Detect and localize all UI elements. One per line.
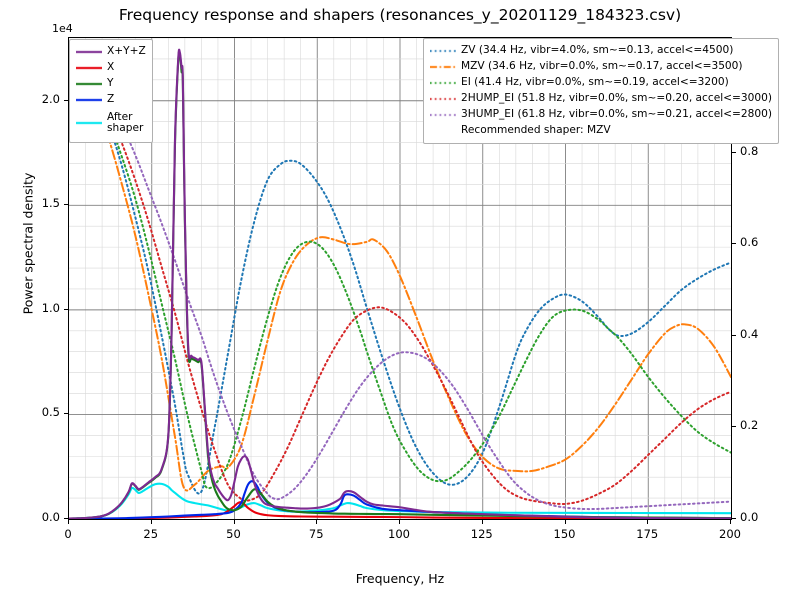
legend-item-aftershaper: After shaper (76, 108, 146, 138)
y-tick-label: 0.0 (41, 510, 60, 524)
legend-label: Y (107, 77, 114, 90)
x-tick (68, 520, 69, 524)
y-tick (64, 413, 68, 415)
legend-spacer (430, 125, 456, 137)
x-tick (481, 520, 483, 524)
legend-swatch-icon (76, 117, 102, 129)
legend-item-shaper-mzv: MZV (34.6 Hz, vibr=0.0%, sm~=0.17, accel… (430, 59, 772, 75)
x-tick-label: 100 (388, 527, 410, 541)
shaper-curve-ei (69, 59, 731, 490)
legend-label: ZV (34.4 Hz, vibr=4.0%, sm~=0.13, accel<… (461, 44, 734, 57)
psd-curves (69, 48, 731, 519)
legend-swatch-icon (76, 78, 102, 90)
legend-swatch-icon (430, 45, 456, 57)
y-tick-right-label: 0.6 (740, 235, 759, 250)
y-tick-label: 1.5 (41, 196, 60, 211)
legend-item-shaper-3hump_ei: 3HUMP_EI (61.8 Hz, vibr=0.0%, sm~=0.21, … (430, 107, 772, 123)
recommended-shaper-label: Recommended shaper: MZV (461, 124, 611, 137)
legend-item-y: Y (76, 76, 146, 92)
y-tick-right-label: 0.2 (740, 418, 759, 433)
y-tick (64, 204, 68, 206)
legend-item-z: Z (76, 92, 146, 108)
y-tick (64, 308, 68, 310)
legend-label: 2HUMP_EI (51.8 Hz, vibr=0.0%, sm~=0.20, … (461, 92, 772, 105)
y-tick-right (732, 426, 736, 428)
legend-item-x: X (76, 60, 146, 76)
x-tick (150, 520, 152, 524)
chart-title: Frequency response and shapers (resonanc… (118, 6, 682, 24)
legend-label: X+Y+Z (107, 45, 146, 58)
legend-label: MZV (34.6 Hz, vibr=0.0%, sm~=0.17, accel… (461, 60, 743, 73)
y-tick-right-label: 0.0 (740, 510, 759, 524)
x-tick-label: 125 (470, 527, 493, 541)
legend-swatch-icon (76, 46, 102, 58)
shaper-curve-3hump_ei (69, 59, 731, 511)
y-tick-right (732, 151, 736, 153)
x-tick-label: 150 (553, 527, 576, 541)
x-tick (399, 520, 400, 524)
legend-item-shaper-zv: ZV (34.4 Hz, vibr=4.0%, sm~=0.13, accel<… (430, 43, 772, 59)
legend-item-shaper-2hump_ei: 2HUMP_EI (51.8 Hz, vibr=0.0%, sm~=0.20, … (430, 91, 772, 107)
legend-shapers: ZV (34.4 Hz, vibr=4.0%, sm~=0.13, accel<… (423, 38, 779, 144)
y-tick-label: 1.0 (41, 300, 60, 315)
y-tick-right (732, 334, 736, 336)
legend-item-xyz: X+Y+Z (76, 44, 146, 60)
legend-label: X (107, 61, 115, 74)
y-tick-right (732, 518, 736, 519)
legend-item-shaper-ei: EI (41.4 Hz, vibr=0.0%, sm~=0.19, accel<… (430, 75, 772, 91)
grid-lines (69, 38, 731, 519)
x-tick-label: 175 (636, 527, 659, 541)
legend-swatch-icon (430, 61, 456, 73)
legend-label: Z (107, 93, 115, 106)
y-axis-multiplier: 1e4 (52, 22, 73, 35)
y-tick (64, 518, 68, 519)
legend-swatch-icon (430, 77, 456, 89)
x-tick-label: 200 (719, 527, 741, 541)
shaper-curves (69, 59, 731, 511)
y-tick-label: 0.5 (41, 405, 60, 420)
y-axis-title: Power spectral density (20, 172, 36, 315)
legend-swatch-icon (430, 109, 456, 121)
shaper-curve-mzv (69, 59, 731, 492)
legend-swatch-icon (76, 62, 102, 74)
plot-canvas (69, 38, 731, 519)
y-tick-right-label: 0.4 (740, 326, 759, 341)
x-tick (730, 520, 731, 524)
x-tick-label: 25 (143, 527, 159, 541)
x-tick-label: 50 (226, 527, 241, 541)
legend-swatch-icon (76, 94, 102, 106)
x-tick (316, 520, 318, 524)
legend-swatch-icon (430, 93, 456, 105)
y-tick-right (732, 243, 736, 245)
y-tick-label: 2.0 (41, 91, 60, 106)
legend-label: EI (41.4 Hz, vibr=0.0%, sm~=0.19, accel<… (461, 76, 729, 89)
x-tick-label: 0 (64, 527, 72, 541)
x-tick (564, 520, 566, 524)
legend-psd: X+Y+Z X Y Z After shaper (69, 39, 153, 143)
psd-curve-xyz (69, 48, 731, 519)
y-tick-right-label: 0.8 (740, 143, 759, 158)
recommended-shaper-note: Recommended shaper: MZV (430, 123, 772, 139)
x-tick (647, 520, 649, 524)
y-tick (64, 99, 68, 101)
shaper-curve-2hump_ei (69, 59, 731, 505)
x-tick-label: 75 (308, 527, 324, 541)
legend-label: After shaper (107, 110, 144, 134)
x-tick (233, 520, 235, 524)
x-axis-title: Frequency, Hz (355, 571, 445, 586)
legend-label: 3HUMP_EI (61.8 Hz, vibr=0.0%, sm~=0.21, … (461, 108, 772, 121)
